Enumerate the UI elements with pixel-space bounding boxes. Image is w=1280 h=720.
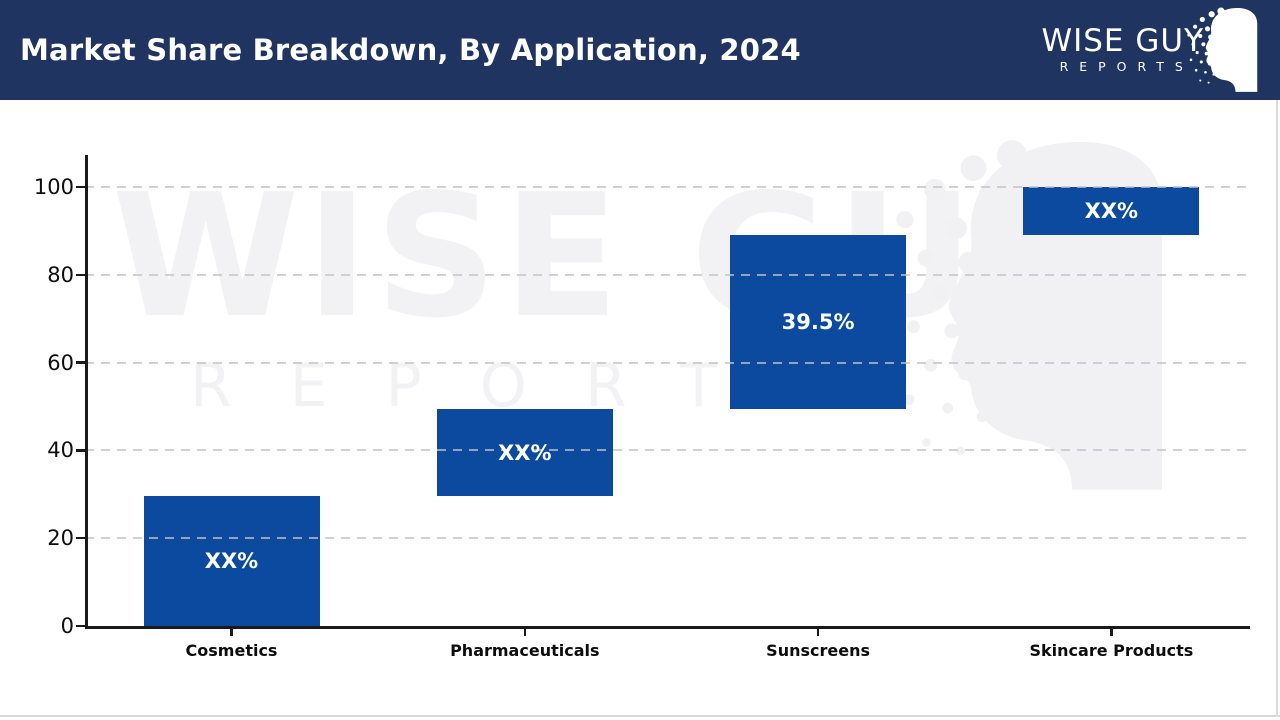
x-tick-label: Pharmaceuticals [450,641,600,660]
right-hairline [1276,100,1278,717]
x-tick [230,628,233,636]
gridline-80 [85,273,1250,276]
gridline-60 [85,361,1250,364]
y-tick [76,361,85,364]
x-tick [523,628,527,636]
y-tick-label: 0 [60,614,74,638]
bar-value-label: XX% [204,549,259,574]
watermark-wordmark: WISE GUY [112,158,1110,356]
y-tick [76,624,85,628]
page-title: Market Share Breakdown, By Application, … [20,33,801,67]
bar-pharmaceuticals [436,408,613,497]
y-tick-label: 100 [33,175,74,199]
y-tick-label: 20 [47,526,74,551]
logo-wordmark: WISE GUY [1041,23,1204,60]
bar-skincare-products [1023,187,1200,236]
logo-subtitle: REPORTS [1059,59,1194,75]
bar-cosmetics [143,496,320,626]
bar-value-label: XX% [498,440,552,465]
x-tick-label: Cosmetics [185,641,278,660]
x-tick [816,628,820,636]
dotted-face-icon [1187,7,1258,92]
x-tick [1110,628,1113,636]
bar-sunscreens [730,235,907,409]
gridline-20 [85,537,1250,540]
y-tick-label: 80 [47,262,74,287]
gridline-40 [85,449,1250,452]
bottom-hairline [0,715,1280,717]
y-tick [76,449,85,452]
y-tick-label: 40 [47,438,74,463]
y-tick-label: 60 [47,350,74,375]
y-tick [76,185,85,189]
y-tick [76,536,85,540]
x-tick-label: Sunscreens [766,641,870,660]
y-axis-line [85,155,88,629]
x-tick-label: Skincare Products [1029,641,1194,660]
x-axis-line [85,626,1250,629]
bar-value-label: 39.5% [781,309,855,334]
watermark-subtitle: REPORTS [190,351,872,421]
gridline-100 [85,186,1250,188]
header-bar: Market Share Breakdown, By Application, … [0,0,1280,100]
wise-guy-logo: WISE GUY REPORTS [1041,6,1258,94]
bar-value-label: XX% [1084,199,1139,224]
y-tick [76,273,85,277]
watermark: WISE GUY REPORTS [112,172,1109,416]
watermark-face-icon [872,140,1162,490]
